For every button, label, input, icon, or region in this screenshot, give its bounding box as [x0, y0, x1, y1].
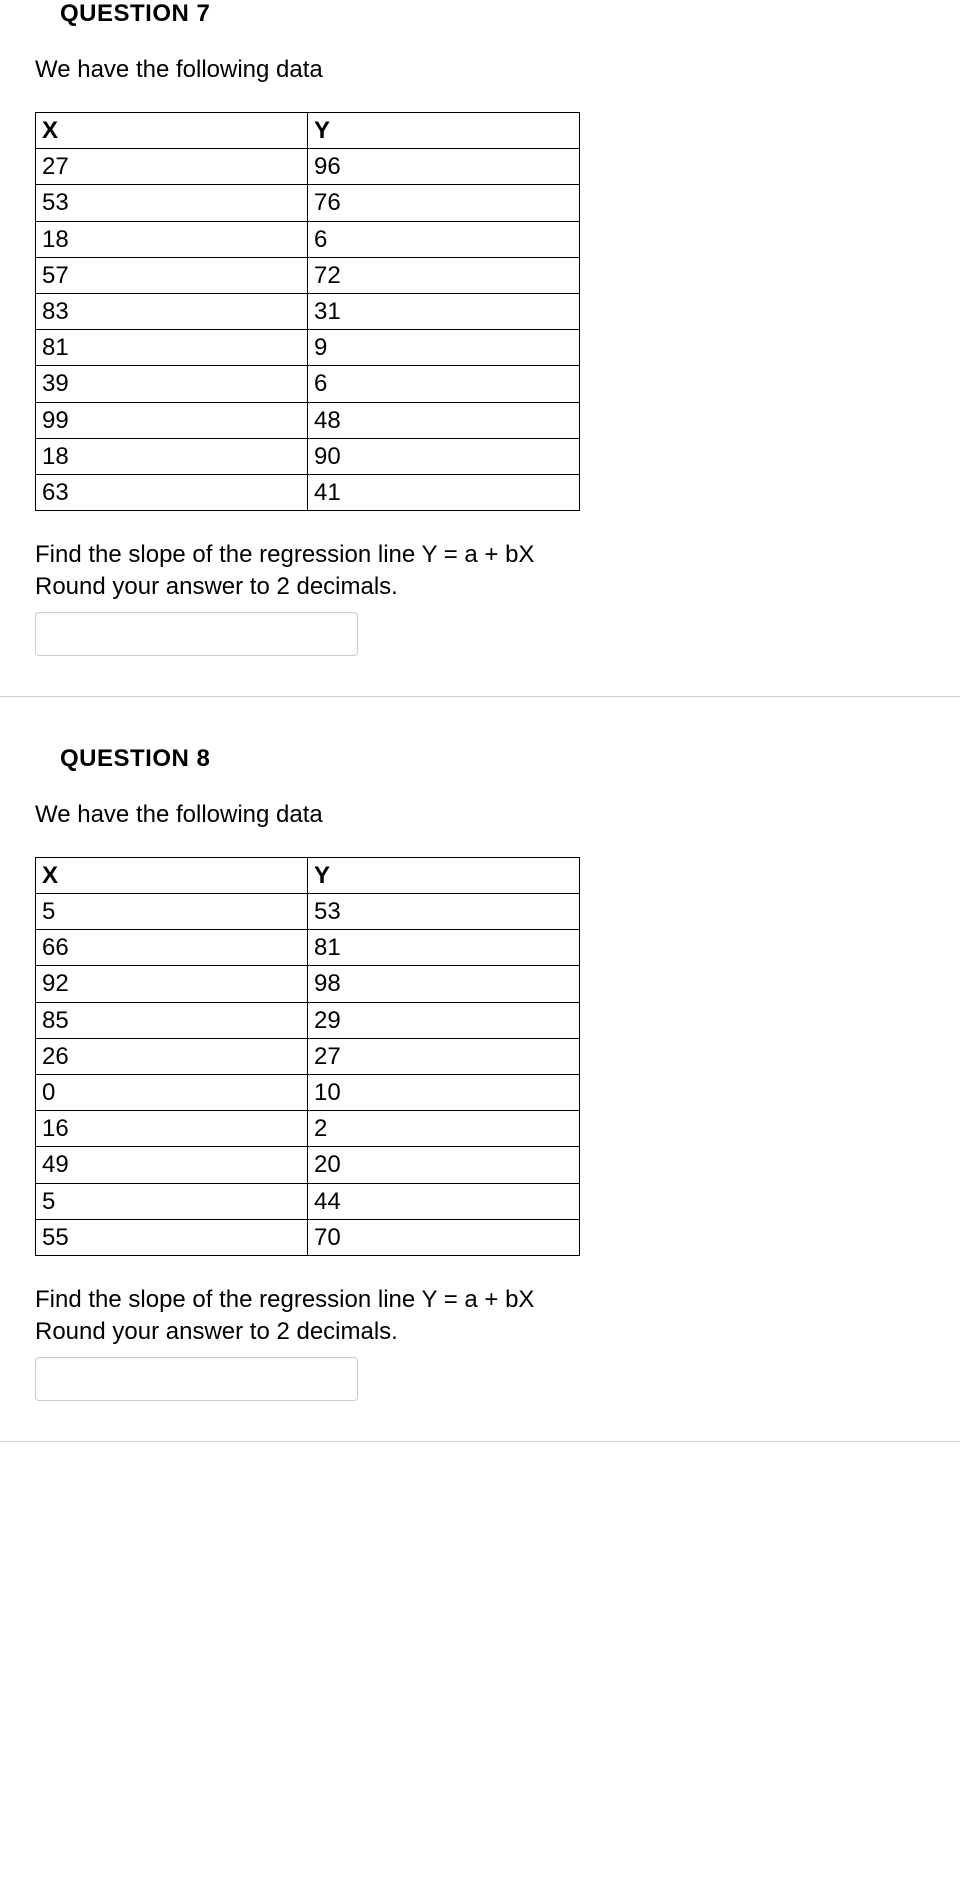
- table-row: 2796: [36, 149, 580, 185]
- cell-x: 55: [36, 1219, 308, 1255]
- intro-text: We have the following data: [35, 56, 925, 84]
- cell-y: 20: [308, 1147, 580, 1183]
- table-header-row: X Y: [36, 113, 580, 149]
- cell-y: 96: [308, 149, 580, 185]
- cell-x: 5: [36, 1183, 308, 1219]
- answer-input-q7[interactable]: [35, 612, 358, 656]
- question-7-block: QUESTION 7 We have the following data X …: [0, 0, 960, 697]
- col-header-y: Y: [308, 857, 580, 893]
- cell-y: 41: [308, 474, 580, 510]
- prompt-text: Find the slope of the regression line Y …: [35, 539, 925, 604]
- cell-y: 48: [308, 402, 580, 438]
- cell-x: 0: [36, 1074, 308, 1110]
- data-table-q8: X Y 553 6681 9298 8529 2627 010 162 4920…: [35, 857, 580, 1256]
- cell-x: 57: [36, 257, 308, 293]
- cell-y: 98: [308, 966, 580, 1002]
- table-row: 2627: [36, 1038, 580, 1074]
- cell-y: 44: [308, 1183, 580, 1219]
- cell-x: 92: [36, 966, 308, 1002]
- cell-x: 39: [36, 366, 308, 402]
- cell-x: 63: [36, 474, 308, 510]
- cell-x: 26: [36, 1038, 308, 1074]
- prompt-text: Find the slope of the regression line Y …: [35, 1284, 925, 1349]
- cell-x: 49: [36, 1147, 308, 1183]
- table-row: 553: [36, 894, 580, 930]
- table-row: 396: [36, 366, 580, 402]
- table-row: 819: [36, 330, 580, 366]
- table-row: 9298: [36, 966, 580, 1002]
- table-header-row: X Y: [36, 857, 580, 893]
- cell-x: 53: [36, 185, 308, 221]
- cell-y: 53: [308, 894, 580, 930]
- cell-y: 9: [308, 330, 580, 366]
- intro-text: We have the following data: [35, 801, 925, 829]
- table-row: 9948: [36, 402, 580, 438]
- table-row: 4920: [36, 1147, 580, 1183]
- table-row: 162: [36, 1111, 580, 1147]
- data-table-q7: X Y 2796 5376 186 5772 8331 819 396 9948…: [35, 112, 580, 511]
- cell-x: 83: [36, 293, 308, 329]
- table-row: 186: [36, 221, 580, 257]
- cell-y: 72: [308, 257, 580, 293]
- question-header: QUESTION 7: [35, 0, 925, 28]
- cell-y: 2: [308, 1111, 580, 1147]
- table-row: 6341: [36, 474, 580, 510]
- cell-y: 6: [308, 366, 580, 402]
- cell-y: 81: [308, 930, 580, 966]
- cell-y: 31: [308, 293, 580, 329]
- col-header-x: X: [36, 857, 308, 893]
- cell-x: 66: [36, 930, 308, 966]
- table-row: 1890: [36, 438, 580, 474]
- cell-y: 10: [308, 1074, 580, 1110]
- table-row: 5376: [36, 185, 580, 221]
- prompt-line-1: Find the slope of the regression line Y …: [35, 1286, 534, 1313]
- table-row: 010: [36, 1074, 580, 1110]
- cell-y: 6: [308, 221, 580, 257]
- prompt-line-1: Find the slope of the regression line Y …: [35, 541, 534, 568]
- cell-y: 29: [308, 1002, 580, 1038]
- cell-y: 27: [308, 1038, 580, 1074]
- col-header-y: Y: [308, 113, 580, 149]
- table-row: 544: [36, 1183, 580, 1219]
- cell-x: 16: [36, 1111, 308, 1147]
- question-8-block: QUESTION 8 We have the following data X …: [0, 697, 960, 1442]
- prompt-line-2: Round your answer to 2 decimals.: [35, 1318, 398, 1345]
- cell-x: 5: [36, 894, 308, 930]
- cell-x: 81: [36, 330, 308, 366]
- col-header-x: X: [36, 113, 308, 149]
- table-row: 8331: [36, 293, 580, 329]
- table-row: 5772: [36, 257, 580, 293]
- cell-y: 76: [308, 185, 580, 221]
- cell-y: 70: [308, 1219, 580, 1255]
- answer-input-q8[interactable]: [35, 1357, 358, 1401]
- prompt-line-2: Round your answer to 2 decimals.: [35, 573, 398, 600]
- cell-x: 85: [36, 1002, 308, 1038]
- cell-x: 27: [36, 149, 308, 185]
- cell-x: 18: [36, 438, 308, 474]
- cell-x: 18: [36, 221, 308, 257]
- table-row: 8529: [36, 1002, 580, 1038]
- cell-x: 99: [36, 402, 308, 438]
- cell-y: 90: [308, 438, 580, 474]
- table-row: 5570: [36, 1219, 580, 1255]
- question-header: QUESTION 8: [35, 697, 925, 773]
- table-row: 6681: [36, 930, 580, 966]
